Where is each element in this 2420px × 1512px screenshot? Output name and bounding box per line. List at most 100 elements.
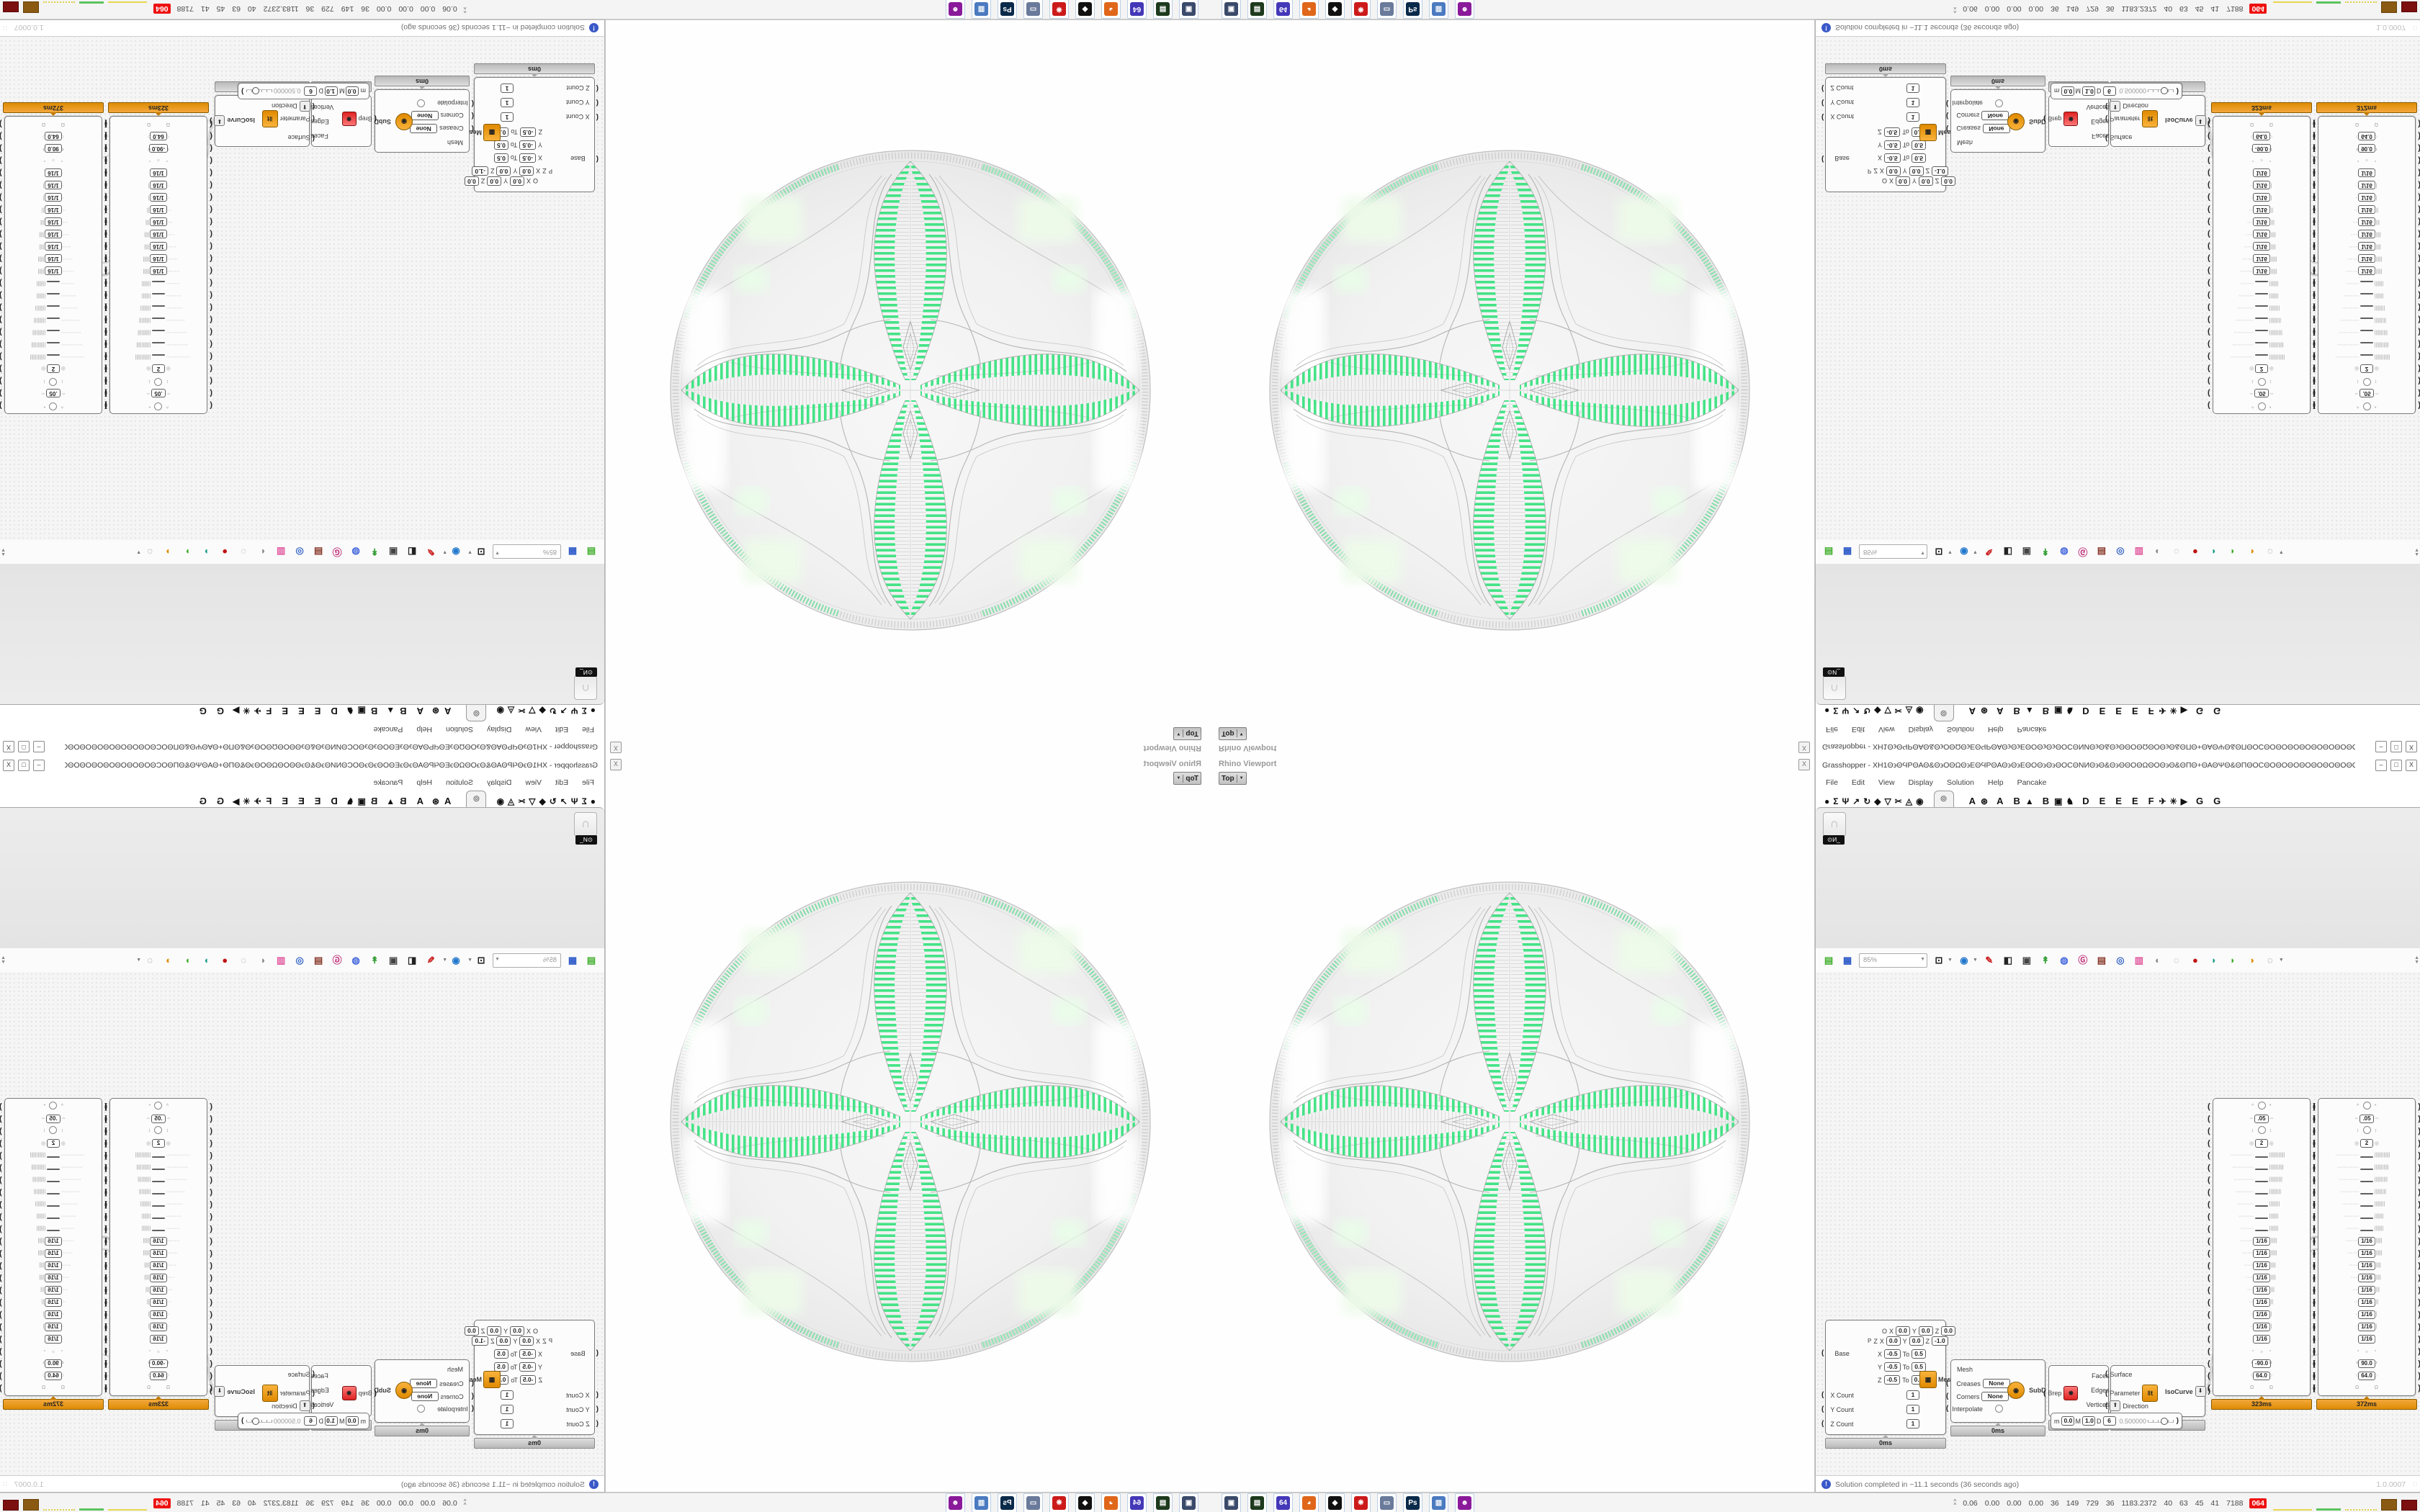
value-box[interactable]: 1/16: [2253, 1285, 2270, 1295]
value-box[interactable]: 1/16: [150, 1322, 167, 1331]
value-box[interactable]: 1/16: [45, 181, 62, 190]
value-box[interactable]: 1/16: [45, 230, 62, 239]
value-box[interactable]: -90.0: [2251, 144, 2272, 153]
input-grip[interactable]: (: [104, 1200, 107, 1209]
tab-plugin-d[interactable]: D: [2082, 796, 2089, 806]
pin-teal-icon[interactable]: ◗: [2210, 954, 2217, 966]
taskbar-icon-photoshop[interactable]: Ps: [998, 0, 1017, 19]
menu-edit[interactable]: Edit: [555, 778, 569, 787]
taskbar-icon-chat-app[interactable]: ☻: [1455, 0, 1474, 19]
output-grip[interactable]: ): [2313, 1285, 2316, 1295]
input-grip[interactable]: (: [104, 352, 107, 361]
stack-row[interactable]: (······1/16|||||): [0, 240, 107, 253]
value-box[interactable]: 90.0: [2358, 1359, 2375, 1368]
menu-pancake[interactable]: Pancake: [373, 725, 403, 734]
value-box[interactable]: 0.0: [1918, 176, 1933, 186]
stack-row[interactable]: (··1/16||): [104, 1320, 212, 1333]
value-box[interactable]: [152, 318, 165, 320]
input-grip[interactable]: (: [104, 1371, 107, 1380]
stack-row[interactable]: (·············|||||||||||): [104, 338, 212, 351]
stack-row[interactable]: (··1/16||): [0, 1320, 107, 1333]
stack-row[interactable]: (○64.0○): [2208, 1369, 2316, 1382]
half-orange-icon[interactable]: ◑: [2248, 954, 2254, 966]
value-box[interactable]: 1/16: [150, 1285, 167, 1295]
input-grip[interactable]: (: [104, 205, 107, 215]
output-grip[interactable]: ): [0, 194, 2, 202]
stack-row[interactable]: (···········|||||||||): [2313, 314, 2420, 326]
output-grip[interactable]: ): [2418, 1286, 2420, 1295]
input-grip[interactable]: (: [210, 1310, 212, 1319]
stack-row[interactable]: (··············||||||||||||): [2208, 351, 2316, 363]
output-grip[interactable]: ): [0, 1249, 2, 1258]
stack-row[interactable]: (··1/16||): [2208, 1308, 2316, 1320]
rings-icon[interactable]: ◌: [2174, 954, 2179, 966]
zoom-extents-icon[interactable]: ⊡: [477, 954, 485, 966]
maximize-button[interactable]: □: [2390, 741, 2402, 752]
stack-row[interactable]: (····1/16||||): [104, 216, 212, 228]
input-grip[interactable]: (: [2313, 1261, 2316, 1270]
stack-row[interactable]: (↕↕): [104, 375, 212, 387]
stack-row[interactable]: (·1/16|): [0, 1333, 107, 1345]
input-grip[interactable]: (: [2313, 1236, 2316, 1246]
value-box[interactable]: [2255, 1156, 2268, 1158]
input-grip[interactable]: (: [2313, 242, 2316, 251]
stack-row[interactable]: (····1/16||||): [2208, 216, 2316, 228]
input-grip[interactable]: (: [104, 328, 107, 337]
stack-row[interactable]: (◎2◎): [104, 363, 212, 375]
stack-row[interactable]: (·········|||||||): [104, 289, 212, 302]
input-grip[interactable]: (: [210, 1383, 212, 1392]
toggle-circle[interactable]: [154, 378, 163, 386]
tab-display[interactable]: ◉: [496, 796, 504, 806]
tab-surface[interactable]: ◆: [1874, 796, 1881, 806]
input-grip[interactable]: (: [210, 1346, 212, 1356]
window-flag-icon[interactable]: ▤: [313, 954, 323, 966]
stack-row[interactable]: (····1/16||||): [104, 1284, 212, 1296]
output-grip[interactable]: ): [0, 132, 2, 141]
help-box-icon[interactable]: ▥: [276, 954, 286, 966]
menu-file[interactable]: File: [1826, 778, 1838, 787]
canvas[interactable]: O X 0.0 Y 0.0 Z 0.0 P Z X 0.0 Y 0.0 Z -1.0 (Base: [0, 37, 604, 540]
output-grip[interactable]: ): [2418, 1384, 2420, 1392]
preview-icon[interactable]: ◉: [452, 954, 460, 966]
output-grip[interactable]: ): [2418, 1237, 2420, 1246]
stack-row[interactable]: (····1/16||||): [2208, 1284, 2316, 1296]
taskbar-icon-vice-c64[interactable]: 64: [1127, 0, 1147, 19]
input-grip[interactable]: (: [2313, 1114, 2316, 1123]
value-box[interactable]: 1/16: [150, 1297, 167, 1307]
value-box[interactable]: [152, 1156, 165, 1158]
input-grip[interactable]: (: [210, 1187, 212, 1197]
value-box[interactable]: 0.0: [1918, 1326, 1933, 1336]
stack-row[interactable]: (·1/16|): [2208, 1333, 2316, 1345]
input-grip[interactable]: (: [2208, 1346, 2210, 1356]
graft-button[interactable]: ⬇: [2195, 1386, 2206, 1397]
input-grip[interactable]: (: [2313, 1187, 2316, 1197]
stack-row[interactable]: (···1/16|||): [104, 204, 212, 216]
tab-plugin-f[interactable]: F: [266, 796, 272, 806]
tab-plugin-b2[interactable]: B: [2042, 706, 2050, 716]
value-box[interactable]: 1/16: [45, 1273, 62, 1282]
pin-green-icon[interactable]: ◗: [2229, 546, 2236, 558]
internet-icon[interactable]: ◍: [2060, 954, 2069, 966]
output-grip[interactable]: ): [0, 1347, 2, 1356]
tab-surface[interactable]: ◆: [539, 796, 546, 806]
tab-plugin-e2[interactable]: E: [2115, 706, 2122, 716]
value-box[interactable]: 1/16: [2358, 230, 2375, 239]
ribbon-scroll-arrows[interactable]: ▲ ▼: [2414, 547, 2419, 557]
input-grip[interactable]: (: [210, 1236, 212, 1246]
input-grip[interactable]: (: [210, 401, 212, 410]
stack-row[interactable]: (········|||||||): [2313, 1223, 2420, 1235]
input-grip[interactable]: (: [104, 1224, 107, 1233]
value-box[interactable]: -90.0: [148, 1359, 169, 1368]
value-box[interactable]: 0.0: [1896, 176, 1910, 186]
stack-row[interactable]: (···1/16|||): [2313, 1296, 2420, 1308]
gha-icon[interactable]: Ⓖ: [2078, 546, 2088, 558]
output-grip[interactable]: ): [2313, 1310, 2316, 1319]
input-grip[interactable]: (: [210, 315, 212, 325]
stack-row[interactable]: (·1/16|): [2208, 167, 2316, 179]
value-box[interactable]: [152, 281, 165, 283]
input-grip[interactable]: (: [210, 230, 212, 239]
tab-plugin-g2[interactable]: G: [199, 706, 207, 716]
tab-maths[interactable]: Σ: [1833, 796, 1839, 806]
find-icon[interactable]: ◎: [295, 546, 304, 558]
pin-green-icon[interactable]: ◗: [2229, 954, 2236, 966]
